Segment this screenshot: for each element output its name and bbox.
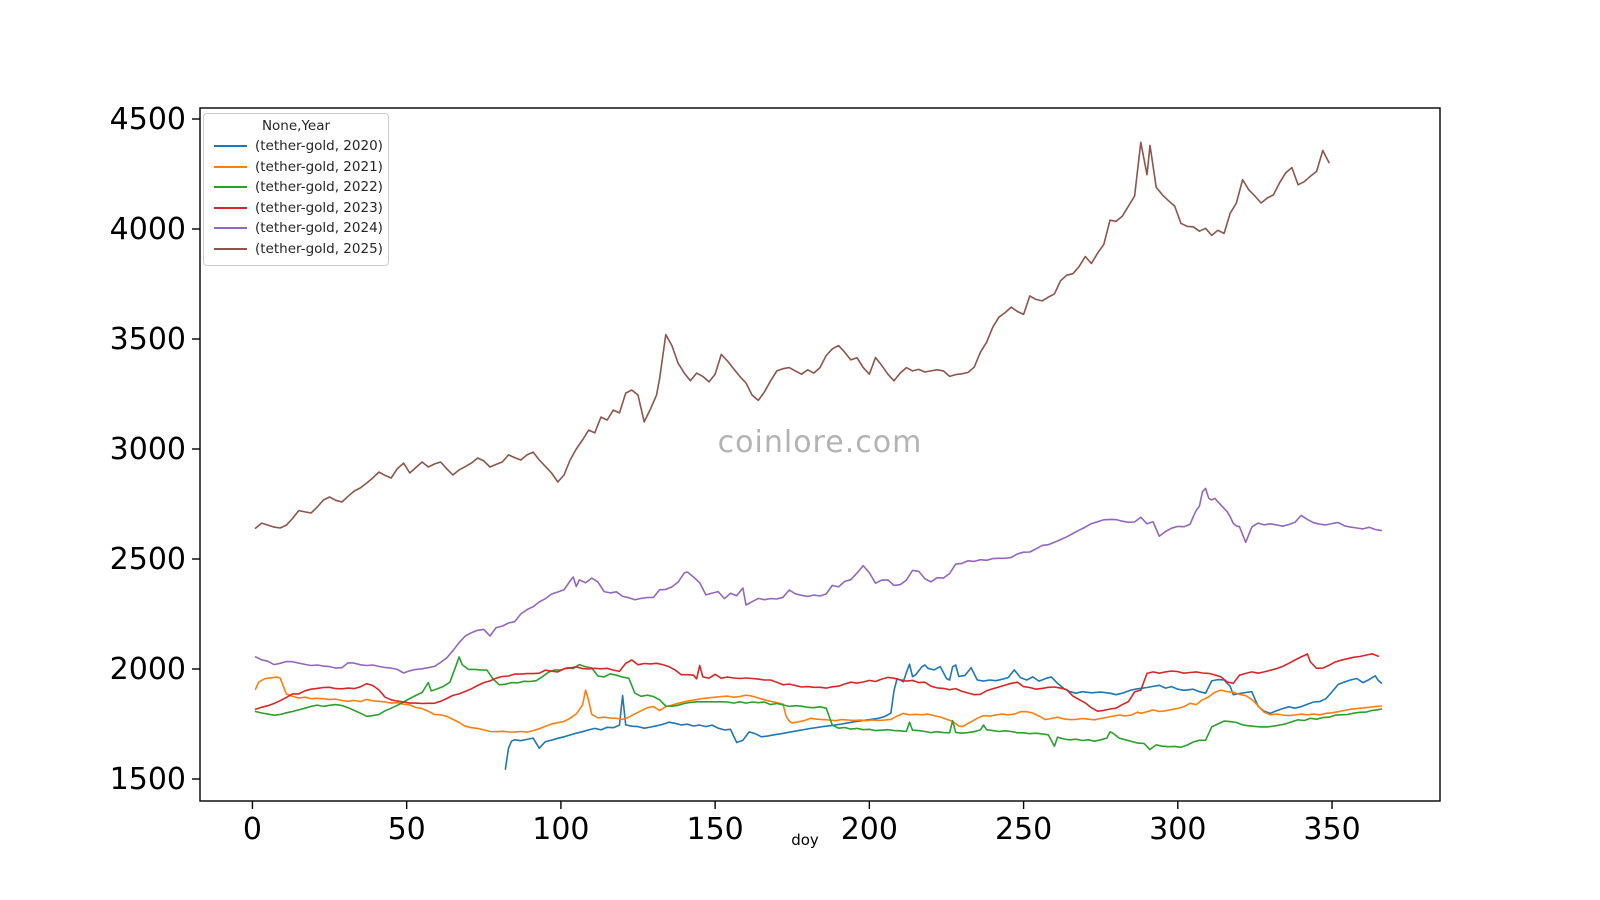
legend-item-label: (tether-gold, 2020) <box>255 138 383 155</box>
series-2020 <box>504 663 1383 770</box>
legend-item-label: (tether-gold, 2025) <box>255 240 383 257</box>
series-2024 <box>254 487 1383 674</box>
series-2021 <box>254 676 1383 733</box>
x-tick-label: 350 <box>1303 812 1360 847</box>
x-tick-label: 100 <box>532 812 589 847</box>
legend-line-swatch <box>214 186 247 189</box>
plot-area <box>199 107 1441 802</box>
legend-item: (tether-gold, 2025) <box>204 239 388 260</box>
legend-line-swatch <box>214 165 247 168</box>
series-2025 <box>254 141 1330 530</box>
legend: None,Year (tether-gold, 2020) (tether-gol… <box>203 113 389 266</box>
y-tick-label: 4500 <box>110 102 186 137</box>
legend-item-label: (tether-gold, 2024) <box>255 220 383 237</box>
x-tick-label: 0 <box>243 812 262 847</box>
legend-item: (tether-gold, 2021) <box>204 157 388 178</box>
y-tick-label: 3000 <box>110 432 186 467</box>
legend-item-label: (tether-gold, 2023) <box>255 199 383 216</box>
x-tick-label: 300 <box>1149 812 1206 847</box>
x-tick-label: 250 <box>995 812 1052 847</box>
legend-line-swatch <box>214 145 247 148</box>
x-tick-label: 150 <box>686 812 743 847</box>
legend-title: None,Year <box>261 118 331 134</box>
series-2022 <box>254 656 1383 751</box>
legend-item: (tether-gold, 2024) <box>204 218 388 239</box>
y-tick-label: 2000 <box>110 652 186 687</box>
legend-line-swatch <box>214 227 247 230</box>
legend-item: (tether-gold, 2023) <box>204 198 388 219</box>
y-tick-label: 4000 <box>110 212 186 247</box>
x-tick-label: 200 <box>841 812 898 847</box>
legend-line-swatch <box>214 206 247 209</box>
x-tick-label: 50 <box>388 812 426 847</box>
series-2023 <box>254 652 1380 713</box>
x-axis-label: doy <box>791 831 819 849</box>
legend-line-swatch <box>214 247 247 250</box>
legend-item-label: (tether-gold, 2022) <box>255 179 383 196</box>
legend-item: (tether-gold, 2022) <box>204 177 388 198</box>
legend-item-label: (tether-gold, 2021) <box>255 158 383 175</box>
y-tick-label: 2500 <box>110 542 186 577</box>
watermark: coinlore.com <box>717 425 923 460</box>
y-tick-label: 1500 <box>110 762 186 797</box>
legend-item: (tether-gold, 2020) <box>204 136 388 157</box>
y-tick-label: 3500 <box>110 322 186 357</box>
